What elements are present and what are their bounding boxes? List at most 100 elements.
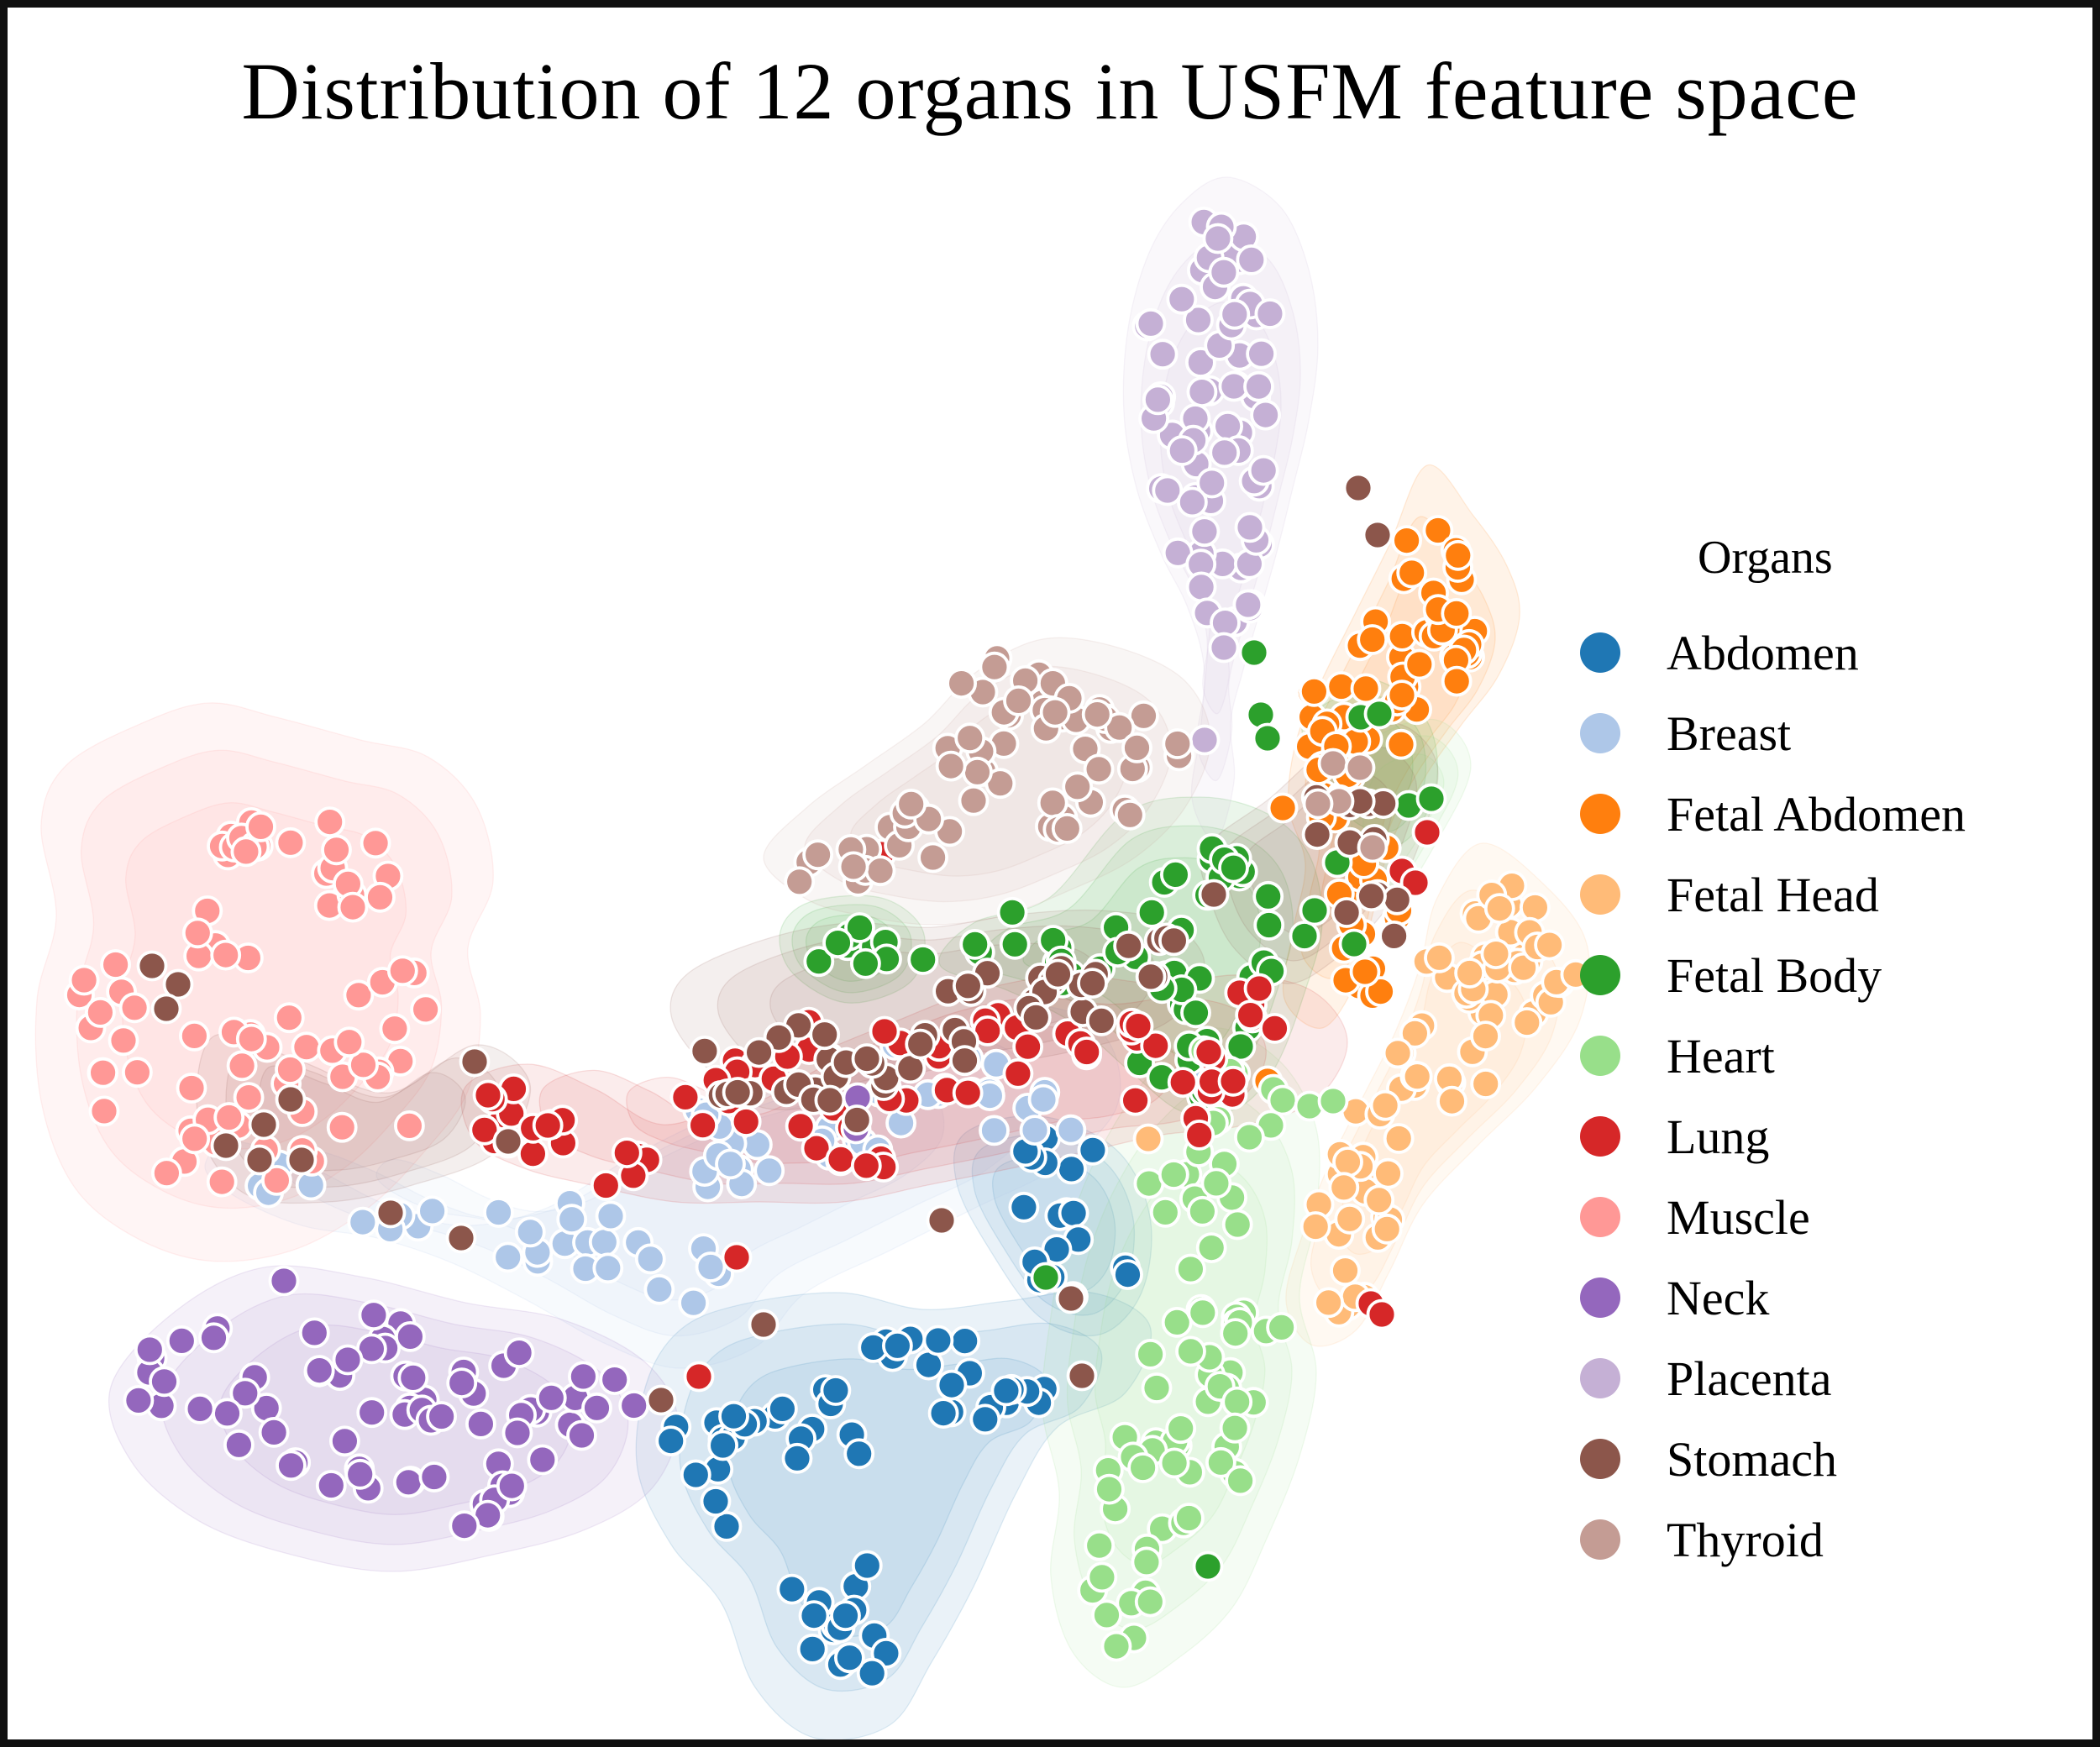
- data-point: [1252, 880, 1284, 912]
- data-point: [825, 1143, 857, 1175]
- data-point: [655, 1425, 687, 1456]
- data-point: [176, 1073, 207, 1104]
- legend-item: Heart: [1580, 1015, 2076, 1096]
- data-point: [718, 1400, 749, 1432]
- data-point: [1167, 1067, 1199, 1098]
- data-point: [785, 1110, 816, 1142]
- data-point: [1267, 1084, 1299, 1116]
- data-point: [869, 1015, 900, 1047]
- data-point: [1091, 1599, 1122, 1631]
- data-point: [1328, 1172, 1360, 1204]
- data-point: [1121, 732, 1152, 763]
- data-point: [820, 1375, 852, 1406]
- data-point: [198, 1322, 229, 1354]
- data-point: [588, 1226, 620, 1258]
- data-point: [1365, 976, 1396, 1007]
- data-point: [767, 1393, 798, 1424]
- data-point: [753, 1155, 785, 1187]
- data-point: [248, 1109, 280, 1141]
- data-point: [358, 1299, 390, 1331]
- legend-marker-icon: [1580, 1116, 1620, 1157]
- data-point: [1317, 748, 1349, 779]
- data-point: [121, 1057, 153, 1089]
- data-point: [1534, 929, 1565, 961]
- data-point: [1225, 1465, 1256, 1497]
- data-point: [1202, 223, 1234, 254]
- data-point: [1012, 1031, 1043, 1062]
- data-point: [1363, 1184, 1395, 1216]
- legend-item-label: Placenta: [1667, 1351, 1832, 1406]
- legend-item: Stomach: [1580, 1419, 2076, 1499]
- data-point: [1077, 1134, 1109, 1166]
- data-point: [687, 1110, 718, 1141]
- data-point: [1302, 788, 1334, 820]
- legend-item: Breast: [1580, 693, 2076, 774]
- data-point: [1062, 771, 1094, 803]
- data-point: [1039, 696, 1071, 728]
- data-point: [611, 1137, 643, 1168]
- data-point: [136, 950, 168, 982]
- legend-item: Lung: [1580, 1096, 2076, 1177]
- legend-item-label: Heart: [1667, 1028, 1775, 1083]
- data-point: [210, 1130, 242, 1162]
- data-point: [118, 992, 150, 1024]
- data-point: [959, 929, 991, 960]
- data-point: [1331, 897, 1362, 928]
- data-point: [1436, 1085, 1467, 1117]
- data-point: [1019, 1115, 1051, 1146]
- data-point: [1424, 942, 1455, 973]
- data-point: [449, 1510, 480, 1541]
- data-point: [1205, 1446, 1236, 1478]
- legend-marker-icon: [1580, 1036, 1620, 1076]
- legend-marker-icon: [1580, 955, 1620, 995]
- data-point: [1250, 399, 1281, 431]
- data-point: [379, 1013, 411, 1045]
- data-point: [1253, 910, 1285, 941]
- data-point: [1086, 1561, 1118, 1593]
- data-point: [949, 1045, 980, 1077]
- legend-item-label: Fetal Head: [1667, 867, 1879, 922]
- data-point: [275, 1083, 307, 1115]
- data-point: [618, 1390, 650, 1421]
- legend-marker-icon: [1580, 1197, 1620, 1237]
- data-point: [375, 1197, 407, 1229]
- data-point: [798, 1600, 830, 1631]
- data-point: [1208, 256, 1240, 288]
- data-point: [850, 947, 881, 979]
- data-point: [743, 1036, 774, 1068]
- data-point: [721, 1241, 753, 1273]
- data-point: [1289, 921, 1320, 952]
- data-point: [1520, 892, 1551, 923]
- data-point: [178, 1020, 210, 1052]
- data-point: [1135, 1339, 1166, 1370]
- data-point: [926, 1204, 958, 1236]
- data-point: [730, 1106, 762, 1137]
- data-point: [303, 1355, 335, 1386]
- data-point: [669, 1082, 701, 1113]
- data-point: [150, 1157, 182, 1189]
- data-point: [1127, 1452, 1158, 1483]
- data-point: [1100, 1630, 1132, 1662]
- data-point: [1208, 632, 1240, 664]
- data-point: [1158, 1447, 1190, 1479]
- data-point: [1344, 752, 1376, 784]
- data-point: [245, 811, 276, 842]
- data-point: [1441, 598, 1473, 629]
- data-point: [1185, 571, 1217, 603]
- data-point: [514, 1216, 546, 1248]
- data-point: [1084, 1529, 1116, 1561]
- data-point: [1027, 1083, 1059, 1115]
- data-point: [213, 1102, 245, 1133]
- data-point: [273, 1002, 305, 1034]
- data-point: [834, 1642, 865, 1674]
- data-point: [700, 1486, 732, 1517]
- data-point: [418, 1461, 450, 1493]
- data-point: [748, 1309, 780, 1340]
- cluster-fetal-head: [1132, 870, 1592, 1328]
- data-point: [1382, 1037, 1414, 1069]
- data-point: [1132, 1123, 1164, 1155]
- data-point: [1135, 961, 1167, 993]
- data-point: [87, 1057, 118, 1089]
- legend-marker-icon: [1580, 874, 1620, 915]
